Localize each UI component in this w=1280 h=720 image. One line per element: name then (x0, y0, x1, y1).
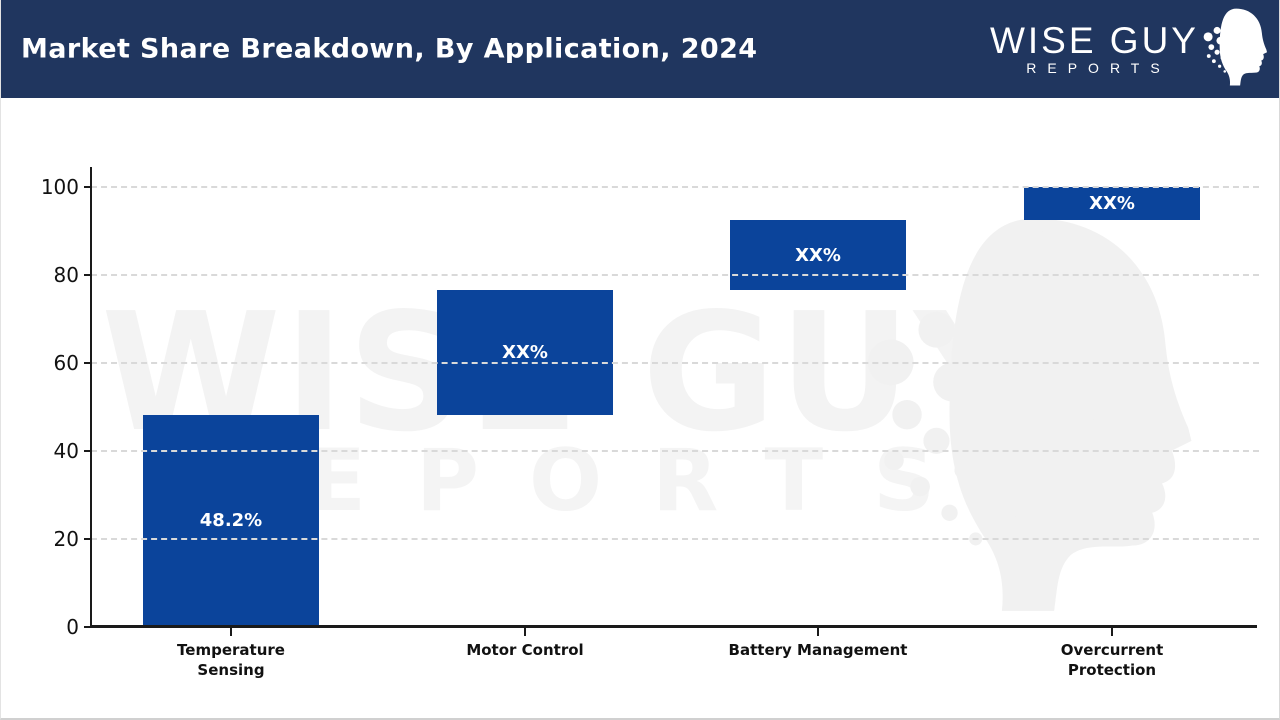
y-axis-tick-label: 100 (40, 175, 79, 199)
x-axis-category-label-battery-management: Battery Management (728, 641, 908, 659)
gridline-y-20 (91, 538, 1259, 540)
y-axis-tick (84, 362, 91, 364)
bar-value-label: XX% (502, 342, 548, 364)
watermark-head-icon (867, 218, 1192, 611)
logo-wordmark-line2: REPORTS (1026, 59, 1171, 76)
bar-value-label: XX% (1089, 193, 1135, 214)
bar-value-label: XX% (795, 244, 841, 266)
x-axis-tick (230, 628, 232, 636)
x-axis-tick (1111, 628, 1113, 636)
y-axis-tick-label: 0 (66, 615, 79, 639)
y-axis-tick (84, 274, 91, 276)
y-axis-tick-label: 40 (53, 439, 79, 463)
gridline-y-100 (91, 186, 1259, 188)
y-axis-tick-label: 20 (53, 527, 79, 551)
bar-value-label: 48.2% (199, 510, 263, 532)
y-axis-tick (84, 186, 91, 188)
y-axis-tick (84, 538, 91, 540)
y-axis-tick-label: 80 (53, 263, 79, 287)
bar-overcurrent-protection: XX% (1024, 187, 1200, 220)
y-axis-line (90, 167, 92, 628)
brand-logo: WISE GUY REPORTS (990, 7, 1267, 91)
x-axis-line (90, 625, 1257, 628)
bar-battery-management: XX% (730, 220, 906, 291)
gridline-y-40 (91, 450, 1259, 452)
x-axis-tick (817, 628, 819, 636)
x-axis-category-label-motor-control: Motor Control (466, 641, 584, 659)
logo-wordmark: WISE GUY REPORTS (989, 20, 1199, 76)
bar-motor-control: XX% (437, 290, 613, 415)
y-axis-tick (84, 450, 91, 452)
gridline-y-60 (91, 362, 1259, 364)
y-axis-tick (84, 626, 91, 628)
header-bar: Market Share Breakdown, By Application, … (1, 0, 1279, 98)
chart-title: Market Share Breakdown, By Application, … (21, 33, 758, 65)
bar-temperature-sensing: 48.2% (143, 414, 319, 627)
logo-wordmark-line1: WISE GUY (989, 20, 1199, 62)
dotted-head-icon (1203, 8, 1267, 86)
x-axis-category-label-overcurrent-protection: Overcurrent Protection (1060, 641, 1164, 679)
gridline-y-80 (91, 274, 1259, 276)
y-axis-tick-label: 60 (53, 351, 79, 375)
x-axis-category-label-temperature-sensing: Temperature Sensing (177, 641, 285, 679)
x-axis-tick (524, 628, 526, 636)
